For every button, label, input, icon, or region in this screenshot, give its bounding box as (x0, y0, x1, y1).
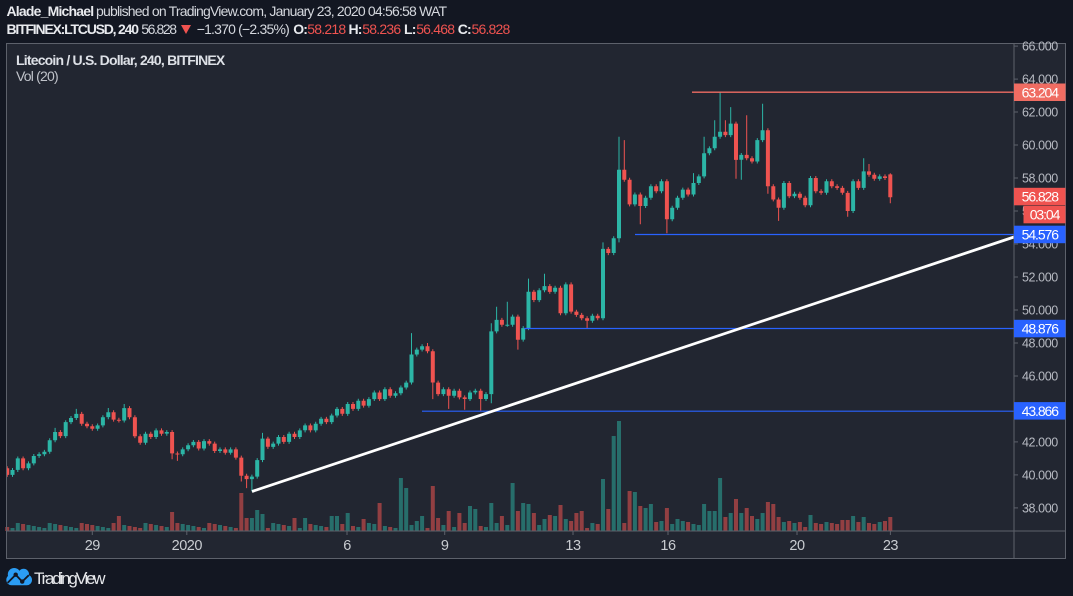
svg-text:29: 29 (85, 538, 101, 554)
svg-text:46.000: 46.000 (1022, 370, 1058, 384)
svg-text:6: 6 (343, 538, 351, 554)
svg-text:42.000: 42.000 (1022, 435, 1058, 449)
svg-text:48.000: 48.000 (1022, 337, 1058, 351)
svg-text:50.000: 50.000 (1022, 304, 1058, 318)
svg-text:40.000: 40.000 (1022, 468, 1058, 482)
svg-text:56.828: 56.828 (1022, 189, 1060, 205)
svg-text:20: 20 (789, 538, 805, 554)
svg-text:9: 9 (441, 538, 449, 554)
svg-text:66.000: 66.000 (1022, 40, 1058, 54)
svg-text:13: 13 (565, 538, 581, 554)
svg-text:48.876: 48.876 (1022, 321, 1060, 337)
svg-text:43.866: 43.866 (1022, 403, 1060, 419)
svg-text:52.000: 52.000 (1022, 271, 1058, 285)
svg-text:54.576: 54.576 (1022, 226, 1060, 242)
svg-text:38.000: 38.000 (1022, 501, 1058, 515)
svg-text:16: 16 (660, 538, 676, 554)
svg-text:03:04: 03:04 (1030, 207, 1061, 223)
svg-text:60.000: 60.000 (1022, 139, 1058, 153)
svg-text:23: 23 (883, 538, 899, 554)
svg-text:58.000: 58.000 (1022, 172, 1058, 186)
svg-text:63.204: 63.204 (1022, 84, 1060, 100)
svg-text:62.000: 62.000 (1022, 106, 1058, 120)
svg-text:64.000: 64.000 (1022, 73, 1058, 87)
svg-text:2020: 2020 (172, 538, 203, 554)
